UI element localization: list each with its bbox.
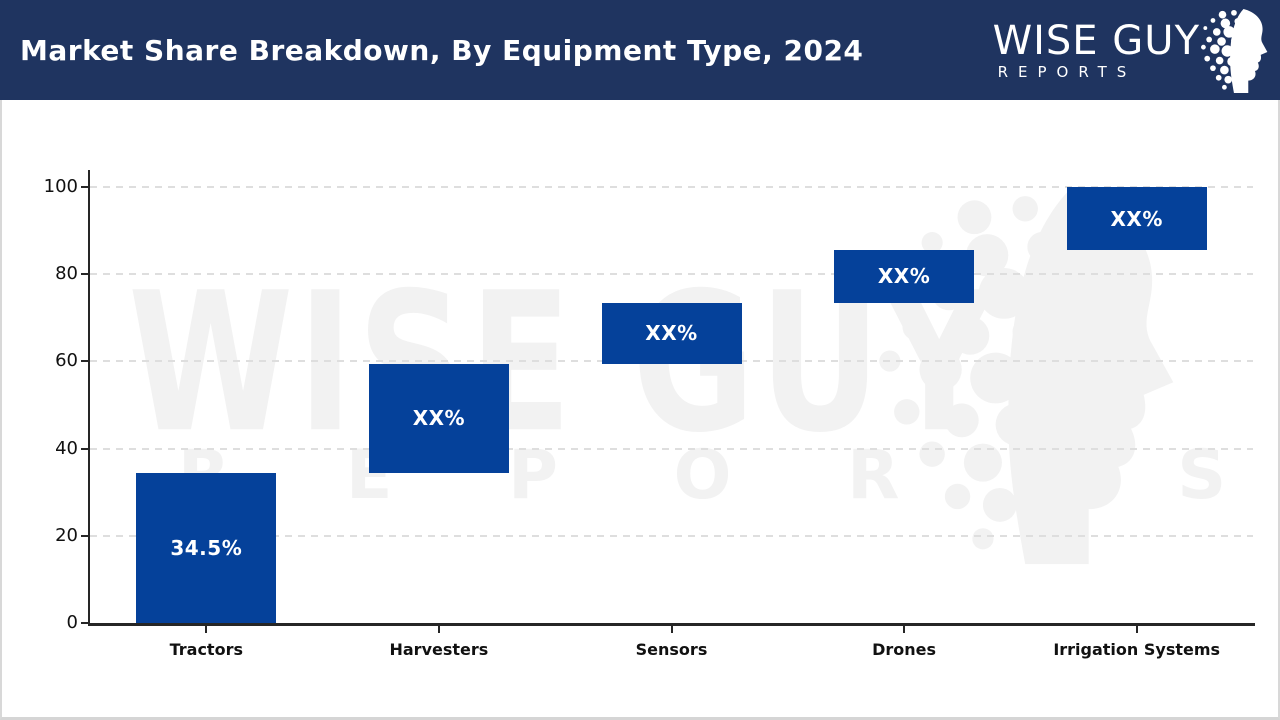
y-axis-tick bbox=[81, 534, 90, 537]
gridline bbox=[90, 186, 1253, 188]
x-axis-category-label: Irrigation Systems bbox=[1053, 640, 1221, 659]
header-bar: Market Share Breakdown, By Equipment Typ… bbox=[0, 0, 1280, 100]
bar-segment: XX% bbox=[368, 363, 509, 473]
x-axis-line bbox=[88, 623, 1255, 626]
bar-value-label: XX% bbox=[877, 264, 931, 289]
wise-guy-reports-logo: WISE GUY REPORTS bbox=[993, 9, 1280, 93]
x-axis-tick bbox=[1135, 626, 1138, 633]
bar-segment: XX% bbox=[1066, 187, 1207, 251]
x-axis-tick bbox=[903, 626, 906, 633]
x-axis-category-label: Sensors bbox=[635, 640, 708, 659]
x-axis-tick bbox=[437, 626, 440, 633]
y-axis-tick bbox=[81, 360, 90, 363]
bar-segment: 34.5% bbox=[136, 472, 277, 623]
gridline bbox=[90, 273, 1253, 276]
y-axis-tick bbox=[81, 622, 90, 624]
bar-segment: XX% bbox=[834, 250, 975, 303]
logo-brand-subtitle: REPORTS bbox=[997, 62, 1137, 81]
bar-value-label: 34.5% bbox=[170, 535, 243, 560]
x-axis-tick bbox=[205, 626, 208, 633]
bar-value-label: XX% bbox=[412, 406, 466, 431]
bar-value-label: XX% bbox=[645, 321, 698, 346]
x-axis-category-label: Harvesters bbox=[389, 640, 489, 659]
y-axis-tick-label: 40 bbox=[55, 437, 78, 459]
y-axis-tick-label: 60 bbox=[55, 350, 78, 372]
gridline bbox=[90, 447, 1253, 450]
logo-brand-name: WISE GUY bbox=[992, 17, 1200, 64]
y-axis-tick bbox=[81, 273, 90, 276]
y-axis-tick-label: 20 bbox=[55, 524, 78, 546]
logo-text: WISE GUY REPORTS bbox=[992, 17, 1200, 81]
x-axis-category-label: Drones bbox=[872, 640, 937, 659]
x-axis-category-label: Tractors bbox=[169, 640, 243, 659]
y-axis-line bbox=[88, 170, 90, 626]
y-axis-tick bbox=[81, 186, 90, 188]
y-axis-tick bbox=[81, 447, 90, 450]
x-axis-tick bbox=[670, 626, 673, 633]
gridline bbox=[90, 534, 1253, 537]
y-axis-tick-label: 0 bbox=[66, 612, 78, 633]
y-axis-tick-label: 80 bbox=[55, 263, 78, 285]
logo-head-profile-icon bbox=[1201, 9, 1268, 93]
bar-value-label: XX% bbox=[1110, 206, 1163, 231]
y-axis-tick-label: 100 bbox=[43, 176, 78, 197]
bar-segment: XX% bbox=[601, 302, 742, 364]
page-title: Market Share Breakdown, By Equipment Typ… bbox=[20, 33, 864, 67]
